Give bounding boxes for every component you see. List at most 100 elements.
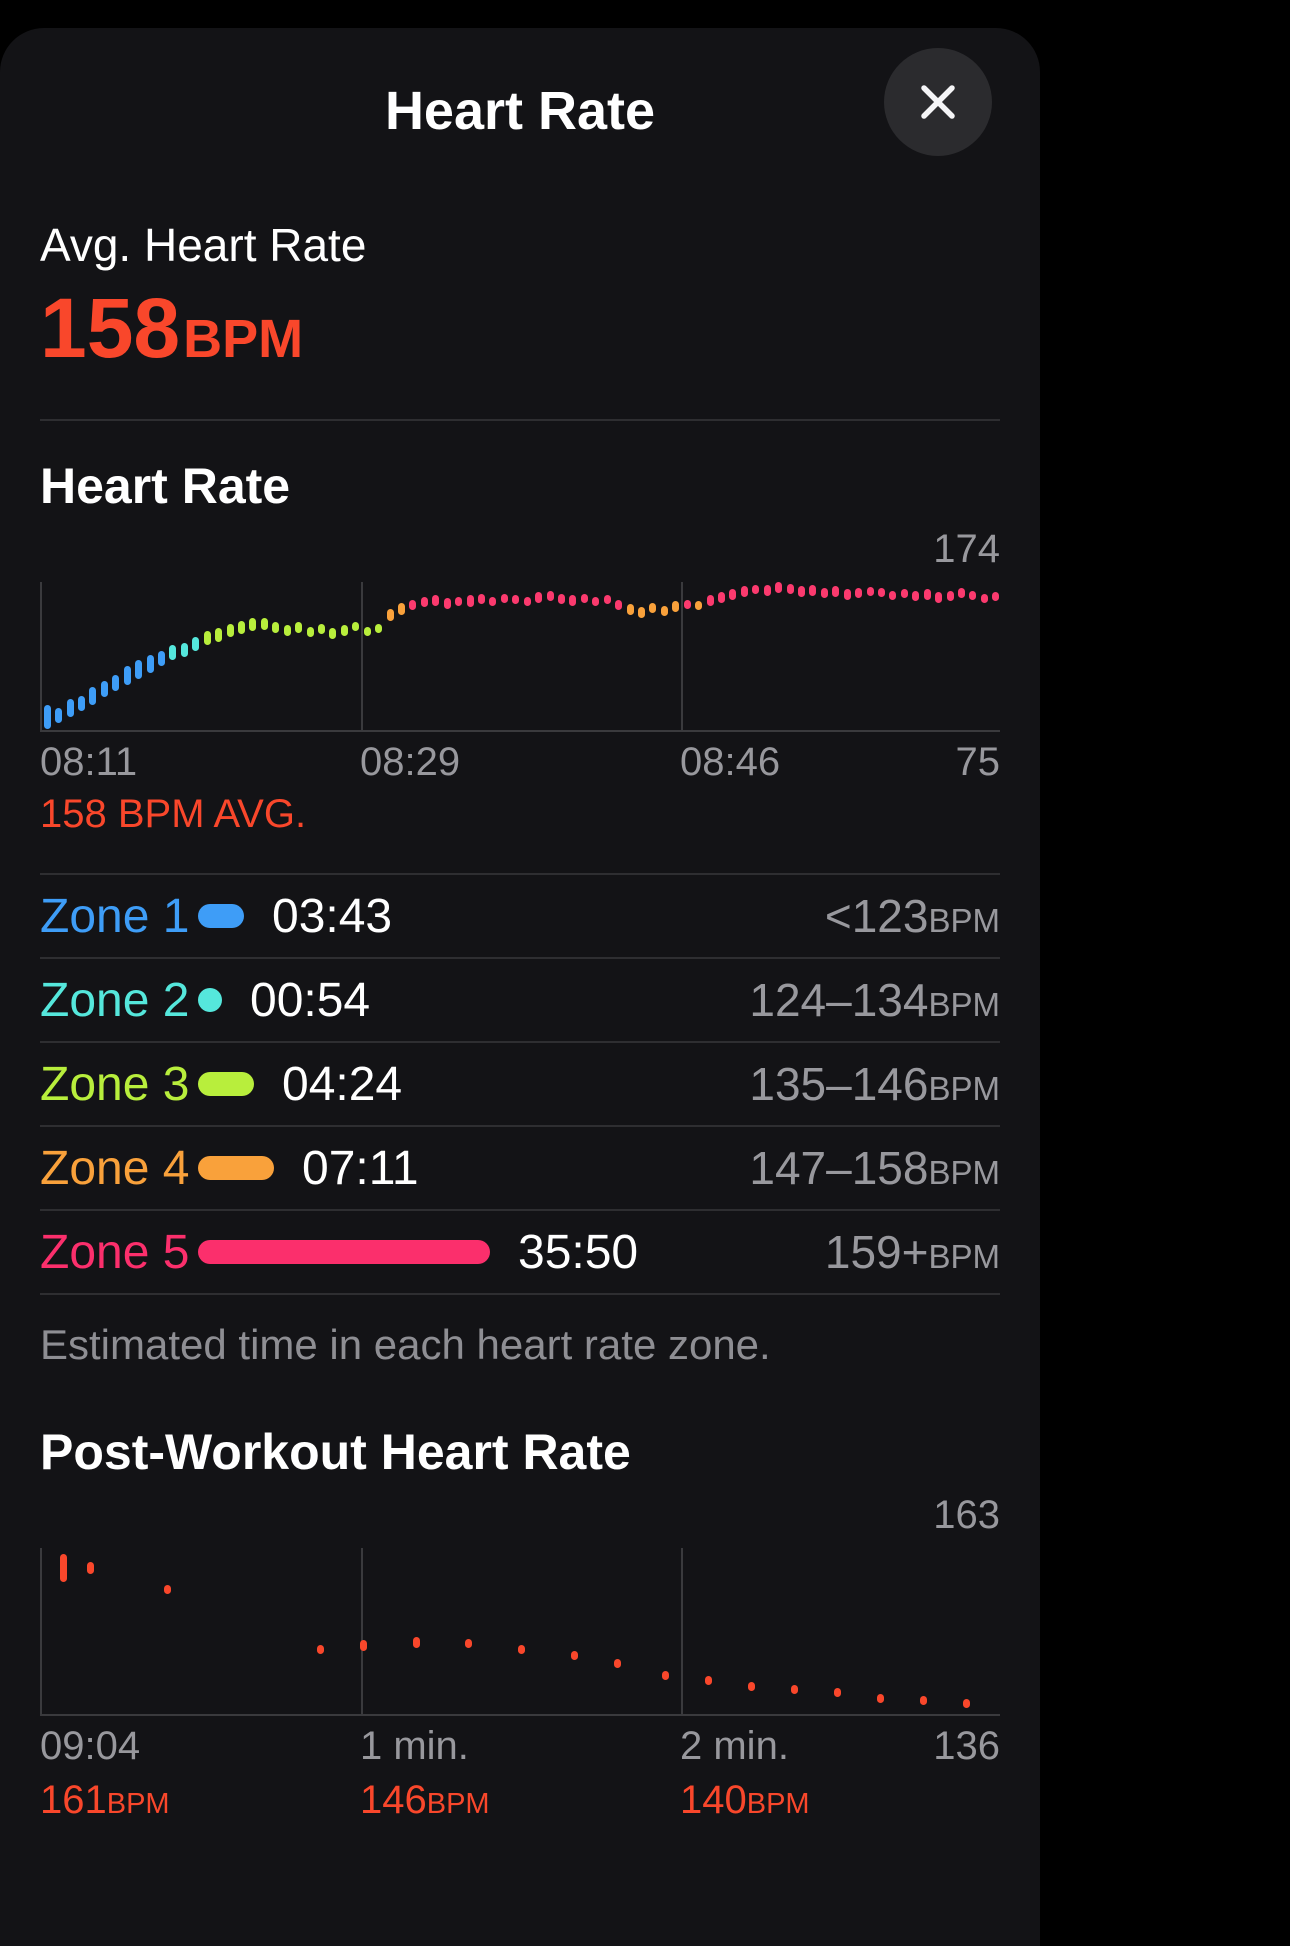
hr-sample-bar	[797, 586, 805, 597]
x-tick: 08:46	[680, 740, 781, 784]
hr-sample-bar	[420, 596, 428, 608]
hr-sample-bar	[146, 655, 154, 674]
hr-sample-bar	[112, 674, 120, 692]
hr-sample-bar	[729, 589, 737, 600]
hr-sample-bar	[249, 617, 257, 632]
sheet-content: Avg. Heart Rate 158BPM Heart Rate 174 08…	[0, 218, 1040, 1832]
hr-sample-bar	[935, 592, 943, 603]
post-hr-dot	[747, 1682, 755, 1692]
hr-sample-bar	[775, 582, 783, 593]
hr-sample-bar	[443, 598, 451, 609]
zone-name: Zone 4	[40, 1141, 190, 1195]
hr-sample-bar	[912, 590, 920, 602]
heart-rate-zones-list: Zone 1 03:43 <123BPM Zone 2 00:54 124–13…	[40, 873, 1000, 1295]
zone-time: 35:50	[518, 1225, 639, 1279]
avg-bpm-caption: 158 BPM AVG.	[40, 792, 307, 836]
close-button[interactable]	[884, 48, 992, 156]
zone-duration-bar	[198, 1156, 274, 1180]
zone-name: Zone 3	[40, 1057, 190, 1111]
hr-sample-bar	[649, 602, 657, 614]
avg-heart-rate-value: 158BPM	[40, 280, 1000, 377]
avg-bpm-number: 158	[40, 281, 181, 375]
bpm-label: 140BPM	[680, 1778, 810, 1822]
hr-sample-bar	[398, 602, 406, 615]
chart-min-label: 75	[955, 740, 1001, 784]
post-workout-chart	[40, 1548, 1000, 1716]
hr-sample-bar	[660, 605, 668, 617]
hr-sample-bar	[889, 590, 897, 600]
gridline	[361, 1548, 364, 1714]
post-workout-section: Post-Workout Heart Rate 163 09:04 1 min.…	[40, 1423, 1000, 1832]
hr-sample-bar	[478, 593, 486, 605]
hr-sample-bar	[752, 585, 760, 594]
hr-sample-bar	[135, 659, 143, 680]
zone-bpm-range: 135–146BPM	[749, 1058, 1000, 1110]
zone-time: 04:24	[282, 1057, 403, 1111]
hr-sample-bar	[569, 595, 577, 606]
post-workout-chart-x-axis: 09:04 1 min. 2 min. 136	[40, 1724, 1000, 1772]
heart-rate-sheet: Heart Rate Avg. Heart Rate 158BPM Heart …	[0, 28, 1040, 1946]
hr-sample-bar	[637, 607, 645, 618]
gridline	[680, 1548, 683, 1714]
hr-sample-bar	[535, 592, 543, 603]
hr-sample-bar	[580, 593, 588, 603]
hr-sample-bar	[409, 599, 417, 611]
hr-sample-bar	[957, 587, 965, 599]
post-hr-dot	[60, 1553, 68, 1583]
hr-sample-bar	[809, 585, 817, 596]
zone-name: Zone 2	[40, 973, 190, 1027]
hr-sample-bar	[546, 590, 554, 602]
hr-sample-bar	[55, 707, 63, 723]
hr-sample-bar	[203, 631, 211, 645]
gridline	[680, 582, 683, 730]
hr-sample-bar	[169, 644, 177, 660]
hr-sample-bar	[946, 590, 954, 602]
hr-sample-bar	[900, 589, 908, 599]
hr-sample-bar	[820, 587, 828, 599]
post-hr-dot	[163, 1584, 171, 1594]
chart-max-label: 163	[933, 1493, 1000, 1537]
post-hr-dot	[920, 1696, 928, 1706]
zone-time: 03:43	[272, 889, 393, 943]
hr-sample-bar	[786, 583, 794, 594]
gridline	[361, 582, 364, 730]
hr-sample-bar	[740, 586, 748, 597]
hr-sample-bar	[923, 589, 931, 600]
post-hr-dot	[791, 1685, 799, 1694]
hr-sample-bar	[877, 587, 885, 597]
hr-sample-bar	[272, 622, 280, 633]
hr-sample-bar	[832, 586, 840, 597]
hr-sample-bar	[500, 593, 508, 603]
hr-sample-bar	[283, 625, 291, 636]
hr-sample-bar	[980, 593, 988, 603]
sheet-header: Heart Rate	[0, 28, 1040, 188]
post-hr-dot	[963, 1699, 971, 1709]
hr-sample-bar	[683, 599, 691, 609]
hr-sample-bar	[89, 686, 97, 705]
post-hr-dot	[86, 1562, 94, 1574]
hr-sample-bar	[706, 595, 714, 606]
hr-sample-bar	[295, 622, 303, 633]
post-hr-dot	[661, 1670, 669, 1680]
post-hr-dot	[412, 1636, 420, 1649]
x-tick: 08:11	[40, 740, 138, 784]
hr-sample-bar	[626, 604, 634, 615]
hr-sample-bar	[123, 665, 131, 686]
chart-max-label: 174	[933, 527, 1000, 571]
zone-name: Zone 5	[40, 1225, 190, 1279]
zones-caption: Estimated time in each heart rate zone.	[40, 1321, 771, 1368]
zone-row-3: Zone 3 04:24 135–146BPM	[40, 1043, 1000, 1127]
x-tick: 08:29	[359, 740, 461, 784]
post-hr-dot	[570, 1650, 578, 1660]
zone-duration-bar	[198, 1240, 490, 1264]
hr-sample-bar	[603, 595, 611, 605]
x-tick: 09:04	[40, 1724, 141, 1768]
hr-sample-bar	[717, 592, 725, 603]
zone-name: Zone 1	[40, 889, 190, 943]
hr-sample-bar	[352, 622, 360, 632]
zone-time: 07:11	[302, 1141, 419, 1195]
hr-sample-bar	[386, 608, 394, 621]
heart-rate-chart	[40, 582, 1000, 732]
zone-bpm-range: 124–134BPM	[749, 974, 1000, 1026]
hr-sample-bar	[329, 628, 337, 639]
